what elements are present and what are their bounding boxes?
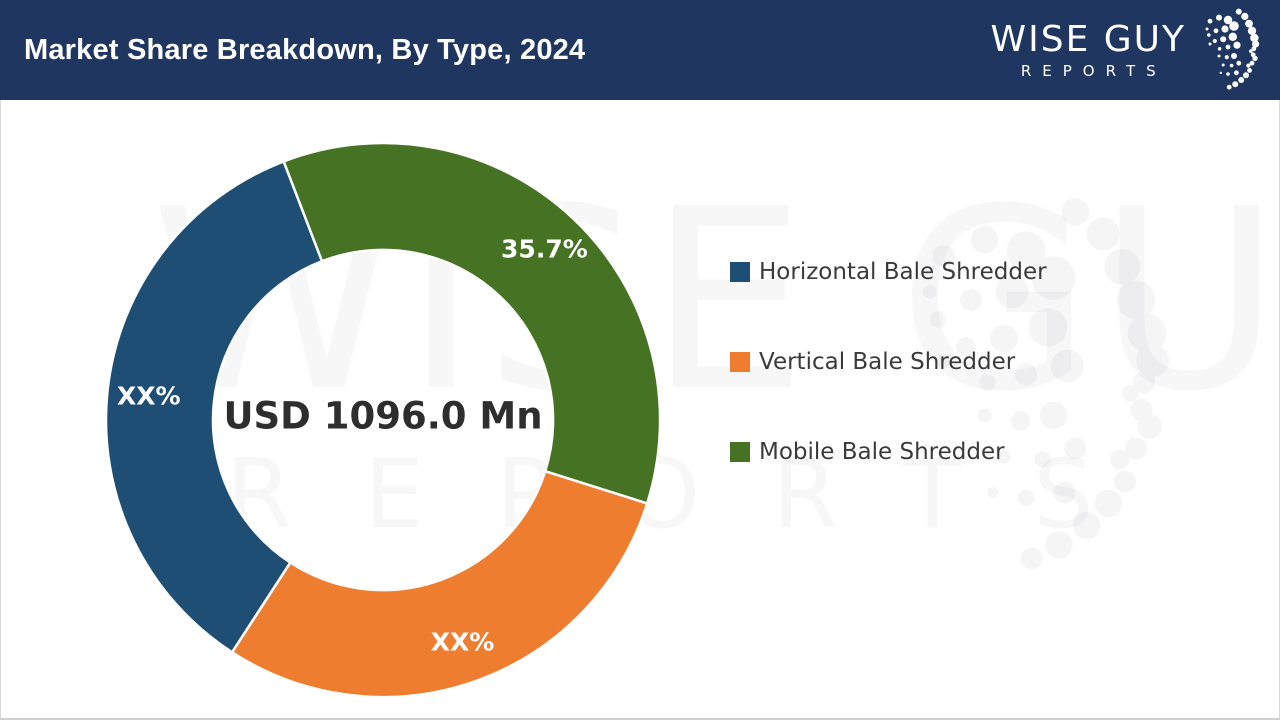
face-dot: [1207, 18, 1213, 24]
face-dot: [1225, 44, 1231, 50]
face-dot: [1133, 371, 1156, 394]
donut-center-value: USD 1096.0 Mn: [223, 394, 543, 438]
donut-slice-2: [282, 141, 662, 505]
slice-value-label: XX%: [117, 381, 181, 410]
face-dot: [1207, 33, 1211, 37]
face-dot: [1064, 437, 1087, 460]
brand-logo: WISE GUY REPORTS: [991, 0, 1265, 100]
face-dot: [1235, 8, 1242, 15]
face-dot: [1223, 15, 1233, 25]
face-dot: [1229, 63, 1234, 68]
face-dot: [1245, 19, 1253, 28]
legend-swatch-icon: [730, 262, 750, 282]
face-dot: [1231, 53, 1237, 59]
slice-value-label: XX%: [431, 628, 495, 657]
face-dot: [1208, 42, 1212, 46]
chart-canvas: WISE GUY REPORTS XX%XX%35.7% USD 1096.0 …: [0, 100, 1280, 720]
face-dot: [1252, 40, 1260, 48]
face-dot: [1234, 70, 1239, 76]
face-dot: [1217, 47, 1222, 51]
face-dot: [1205, 27, 1209, 31]
face-dot: [1226, 84, 1232, 90]
donut-chart: XX% XX% 35.7%: [104, 141, 662, 699]
face-dot: [1053, 481, 1076, 504]
chart-legend: Horizontal Bale Shredder Vertical Bale Sh…: [730, 258, 1047, 466]
face-dot: [1249, 60, 1255, 66]
face-dot: [1072, 511, 1101, 540]
face-dot: [1020, 547, 1043, 570]
face-dot: [1212, 38, 1217, 44]
face-dot: [1252, 55, 1258, 62]
face-dot: [1050, 349, 1084, 383]
face-dot: [1109, 449, 1130, 470]
face-dot: [1219, 71, 1222, 74]
face-dot: [1232, 81, 1239, 88]
face-dot: [1246, 63, 1251, 68]
face-dot: [1221, 25, 1229, 33]
face-dot: [1221, 63, 1225, 67]
face-dot: [1122, 385, 1139, 402]
face-dot: [1249, 49, 1253, 53]
face-dot: [1247, 68, 1252, 73]
brand-name: WISE GUY: [990, 18, 1186, 60]
brand-logo-text: WISE GUY REPORTS: [990, 18, 1187, 80]
face-dot: [1017, 489, 1035, 507]
face-dot: [1216, 14, 1222, 21]
face-dot: [1238, 77, 1245, 83]
face-dot: [971, 225, 999, 254]
face-dot: [1241, 12, 1249, 20]
face-dot: [1125, 437, 1147, 460]
donut-slice-1: [230, 469, 649, 699]
legend-item-2: Mobile Bale Shredder: [730, 438, 1047, 466]
face-dot: [1247, 26, 1257, 35]
face-dot: [1226, 72, 1230, 76]
legend-label: Mobile Bale Shredder: [759, 439, 1005, 465]
face-dot: [1104, 249, 1141, 285]
legend-swatch-icon: [730, 352, 750, 372]
legend-swatch-icon: [730, 442, 750, 462]
face-dot: [1086, 217, 1120, 251]
face-dot: [1045, 531, 1073, 559]
face-dot: [1136, 344, 1169, 377]
brand-subname: REPORTS: [1020, 61, 1167, 80]
face-dots-icon: [1205, 8, 1260, 90]
face-dot: [987, 487, 999, 498]
header-bar: Market Share Breakdown, By Type, 2024 WI…: [0, 0, 1280, 100]
slice-value-label: 35.7%: [501, 235, 588, 264]
face-dot: [1224, 55, 1229, 60]
face-dot: [1250, 33, 1259, 43]
face-dot: [1236, 60, 1242, 66]
face-dot: [1127, 313, 1167, 353]
page-title: Market Share Breakdown, By Type, 2024: [24, 33, 586, 66]
legend-label: Horizontal Bale Shredder: [759, 259, 1047, 285]
face-dot: [1229, 21, 1239, 31]
face-dot: [1233, 41, 1241, 49]
face-dot: [1213, 28, 1219, 34]
legend-item-1: Vertical Bale Shredder: [730, 348, 1047, 376]
face-dot: [1228, 32, 1237, 41]
face-dot: [1251, 46, 1257, 52]
face-dot: [1114, 470, 1136, 493]
face-dot: [1137, 414, 1163, 439]
legend-label: Vertical Bale Shredder: [759, 349, 1016, 375]
face-dot: [1061, 198, 1090, 226]
legend-item-0: Horizontal Bale Shredder: [730, 258, 1047, 286]
face-dot: [1094, 489, 1123, 518]
face-dot: [1243, 72, 1249, 79]
face-dot: [1220, 36, 1227, 43]
face-dot: [1130, 399, 1153, 421]
donut-slice-0: [104, 160, 324, 654]
face-dot: [1217, 54, 1221, 58]
face-dot: [1116, 280, 1156, 320]
